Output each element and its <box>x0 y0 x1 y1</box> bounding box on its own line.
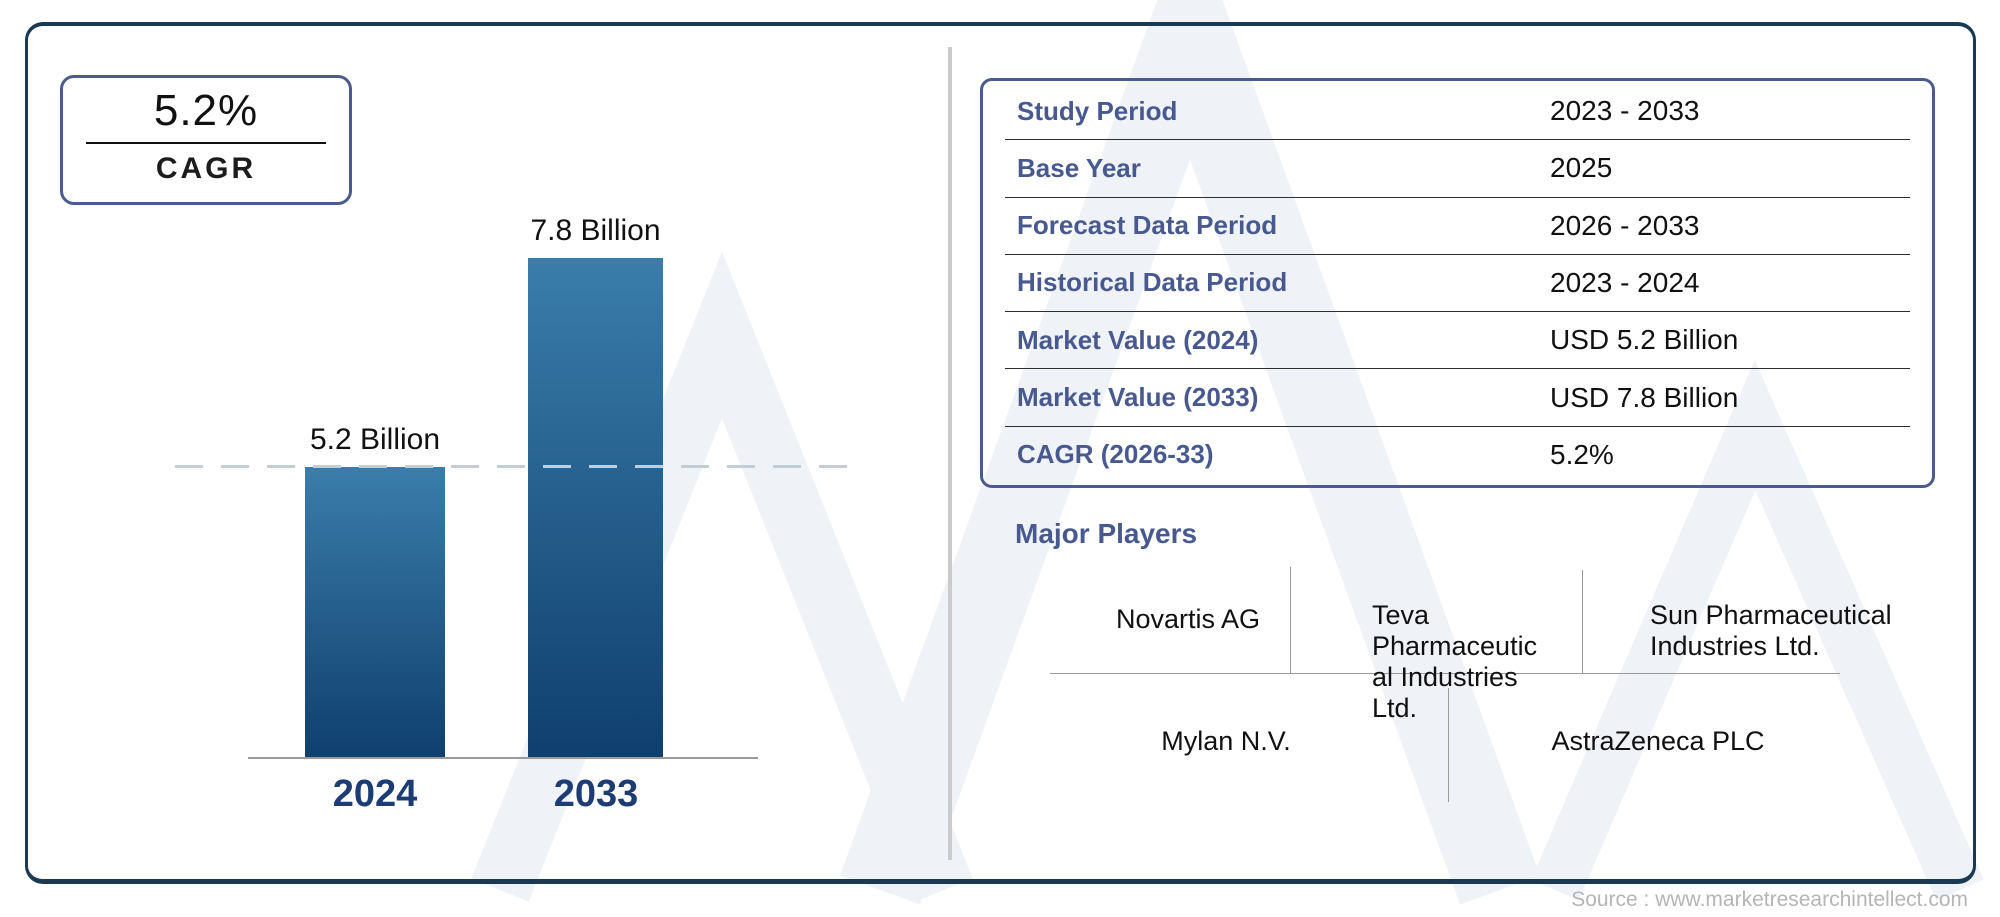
row-value: USD 5.2 Billion <box>1550 324 1739 356</box>
players-grid-vline-3 <box>1448 688 1449 802</box>
player-astrazeneca: AstraZeneca PLC <box>1551 726 1765 756</box>
table-row: Study Period 2023 - 2033 <box>1005 83 1910 141</box>
cagr-label: CAGR <box>155 152 257 185</box>
row-value: 2023 - 2024 <box>1550 266 1700 298</box>
source-attribution: Source : www.marketresearchintellect.com <box>1571 888 1968 911</box>
player-teva: Teva Pharmaceutical Industries Ltd. <box>1372 600 1538 723</box>
players-grid-vline-2 <box>1582 570 1583 673</box>
category-label-2024: 2024 <box>332 773 418 815</box>
row-label: CAGR (2026-33) <box>1017 439 1214 470</box>
row-value: 2026 - 2033 <box>1550 209 1700 241</box>
reference-dashed-line <box>175 465 860 468</box>
cagr-value: 5.2% <box>153 86 259 135</box>
table-row: CAGR (2026-33) 5.2% <box>1005 427 1910 483</box>
row-value: 2025 <box>1550 152 1613 184</box>
row-value: 2023 - 2033 <box>1550 95 1700 127</box>
row-label: Forecast Data Period <box>1017 210 1278 241</box>
bar-2033-fill <box>528 258 663 758</box>
player-novartis: Novartis AG <box>1115 604 1261 634</box>
row-label: Historical Data Period <box>1017 267 1288 298</box>
table-row: Base Year 2025 <box>1005 140 1910 198</box>
table-row: Forecast Data Period 2026 - 2033 <box>1005 198 1910 255</box>
category-label-2033: 2033 <box>553 773 639 815</box>
panel-divider <box>948 47 952 860</box>
row-label: Study Period <box>1017 95 1178 126</box>
row-label: Market Value (2033) <box>1017 382 1259 413</box>
cagr-box: 5.2% CAGR <box>60 75 352 205</box>
watermark-center-peak <box>840 0 1540 905</box>
bar-2033: 7.8 Billion <box>528 214 663 758</box>
players-grid-vline-1 <box>1290 567 1291 673</box>
table-row: Market Value (2033) USD 7.8 Billion <box>1005 369 1910 427</box>
row-value: 5.2% <box>1550 438 1614 470</box>
x-axis-line <box>248 757 758 759</box>
bar-2024: 5.2 Billion <box>305 423 445 758</box>
players-grid-hline <box>1050 673 1840 674</box>
table-row: Historical Data Period 2023 - 2024 <box>1005 255 1910 313</box>
major-players-title: Major Players <box>1015 518 1198 549</box>
watermark-right-peak <box>1531 359 1984 901</box>
player-sun-pharmaceutical: Sun Pharmaceutical Industries Ltd. <box>1650 600 1892 661</box>
player-mylan: Mylan N.V. <box>1161 726 1291 756</box>
row-label: Market Value (2024) <box>1017 324 1259 355</box>
row-value: USD 7.8 Billion <box>1550 381 1739 413</box>
bar-2024-fill <box>305 467 445 758</box>
bar-2024-value-label: 5.2 Billion <box>309 423 441 456</box>
table-row: Market Value (2024) USD 5.2 Billion <box>1005 312 1910 370</box>
row-label: Base Year <box>1017 152 1141 183</box>
info-table: Study Period 2023 - 2033 Base Year 2025 … <box>980 78 1935 488</box>
bar-2033-value-label: 7.8 Billion <box>530 214 661 247</box>
cagr-divider-line <box>86 142 326 144</box>
